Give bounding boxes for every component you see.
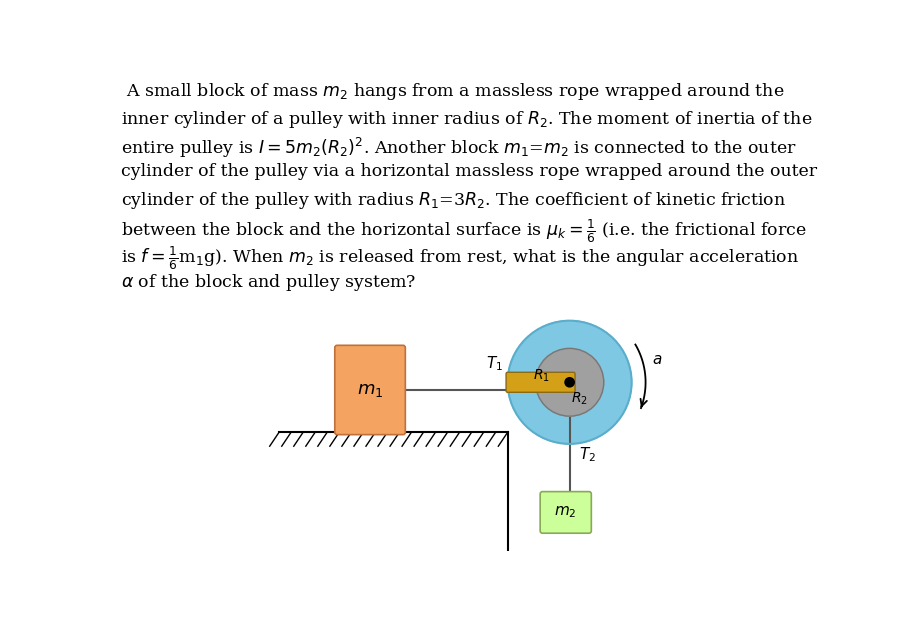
Circle shape: [508, 321, 632, 444]
Text: $\alpha$ of the block and pulley system?: $\alpha$ of the block and pulley system?: [120, 272, 416, 293]
Text: inner cylinder of a pulley with inner radius of $R_2$. The moment of inertia of : inner cylinder of a pulley with inner ra…: [120, 108, 812, 129]
Text: $m_2$: $m_2$: [555, 504, 577, 520]
FancyBboxPatch shape: [334, 345, 405, 435]
FancyBboxPatch shape: [506, 372, 575, 392]
Text: A small block of mass $m_2$ hangs from a massless rope wrapped around the: A small block of mass $m_2$ hangs from a…: [120, 82, 784, 102]
Text: entire pulley is $I = 5m_2(R_2)^2$. Another block $m_1$=$m_2$ is connected to th: entire pulley is $I = 5m_2(R_2)^2$. Anot…: [120, 136, 797, 160]
Text: $m_1$: $m_1$: [357, 381, 383, 399]
Text: is $f = \frac{1}{6}$m$_1$g). When $m_2$ is released from rest, what is the angul: is $f = \frac{1}{6}$m$_1$g). When $m_2$ …: [120, 245, 799, 272]
Text: $R_2$: $R_2$: [572, 391, 588, 407]
Text: $T_2$: $T_2$: [579, 446, 596, 464]
Text: between the block and the horizontal surface is $\mu_k = \frac{1}{6}$ (i.e. the : between the block and the horizontal sur…: [120, 217, 806, 245]
FancyBboxPatch shape: [540, 491, 592, 533]
Text: $R_1$: $R_1$: [533, 367, 550, 384]
Text: cylinder of the pulley via a horizontal massless rope wrapped around the outer: cylinder of the pulley via a horizontal …: [120, 163, 817, 180]
Text: $T_1$: $T_1$: [485, 354, 503, 373]
Text: cylinder of the pulley with radius $R_1$=3$R_2$. The coefficient of kinetic fric: cylinder of the pulley with radius $R_1$…: [120, 190, 786, 211]
Circle shape: [565, 378, 574, 387]
Text: $a$: $a$: [652, 353, 663, 366]
Circle shape: [536, 348, 604, 416]
